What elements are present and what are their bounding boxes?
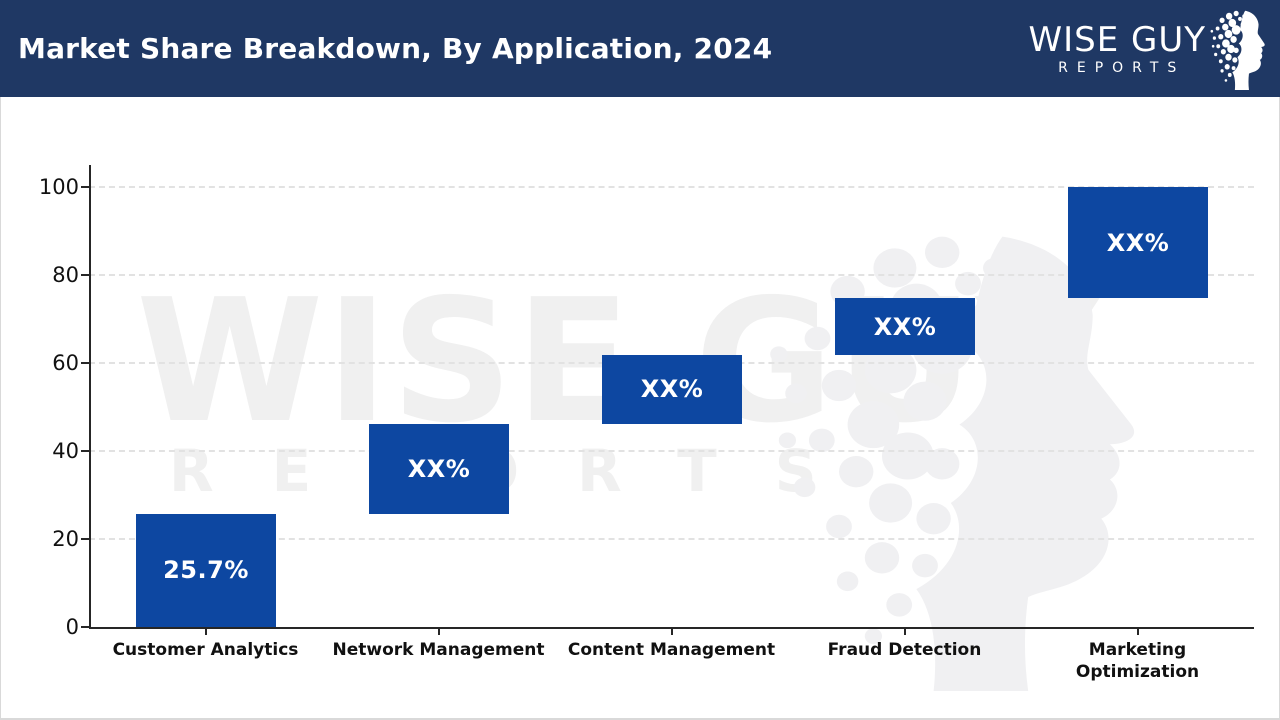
x-tick-label: Content Management	[567, 640, 776, 660]
x-tick-label: Network Management	[332, 640, 545, 660]
logo-text: WISE GUY REPORTS	[1028, 23, 1206, 75]
x-axis-spine	[89, 627, 1254, 629]
x-tick-mark	[1137, 627, 1139, 635]
y-tick-label: 20	[52, 527, 79, 551]
gridline-20	[89, 538, 1254, 540]
bar-network-management: XX%	[369, 423, 509, 514]
wiseguy-head-icon	[1210, 10, 1265, 90]
y-tick-label: 0	[65, 615, 79, 639]
y-axis-spine	[89, 165, 91, 629]
x-tick-mark	[671, 627, 673, 635]
y-tick-mark	[81, 186, 89, 188]
page-title: Market Share Breakdown, By Application, …	[18, 32, 773, 65]
x-tick-mark	[438, 627, 440, 635]
y-tick-mark	[81, 626, 89, 628]
wiseguy-logo: WISE GUY REPORTS	[1028, 8, 1280, 90]
y-tick-mark	[81, 274, 89, 276]
bar-value-label: XX%	[407, 454, 471, 483]
bar-customer-analytics: 25.7%	[136, 513, 276, 627]
x-tick-label: Marketing Optimization	[1075, 640, 1200, 683]
gridline-40	[89, 450, 1254, 452]
y-tick-label: 40	[52, 439, 79, 463]
logo-subtext: REPORTS	[1058, 59, 1186, 76]
bar-value-label: XX%	[873, 312, 937, 341]
y-tick-mark	[81, 362, 89, 364]
bar-fraud-detection: XX%	[835, 298, 975, 356]
bar-marketing-optimization: XX%	[1068, 187, 1208, 299]
bar-value-label: XX%	[640, 375, 704, 404]
bar-value-label: 25.7%	[163, 556, 249, 585]
chart-area: WISE GUY REPORTS 0 20 40 60 80 100 25.7% Custom…	[0, 97, 1280, 720]
gridline-80	[89, 274, 1254, 276]
y-tick-mark	[81, 538, 89, 540]
header: Market Share Breakdown, By Application, …	[0, 0, 1280, 97]
bar-value-label: XX%	[1106, 228, 1170, 257]
y-tick-label: 80	[52, 263, 79, 287]
x-tick-label: Fraud Detection	[827, 640, 982, 660]
bar-content-management: XX%	[602, 355, 742, 424]
y-tick-mark	[81, 450, 89, 452]
logo-wordmark: WISE GUY	[1028, 19, 1206, 60]
gridline-100	[89, 186, 1254, 188]
x-tick-mark	[205, 627, 207, 635]
waterfall-chart: 0 20 40 60 80 100 25.7% Customer Analytics XX% Ne…	[1, 97, 1279, 718]
y-tick-label: 60	[52, 351, 79, 375]
y-tick-label: 100	[38, 175, 79, 199]
x-tick-label: Customer Analytics	[112, 640, 299, 660]
